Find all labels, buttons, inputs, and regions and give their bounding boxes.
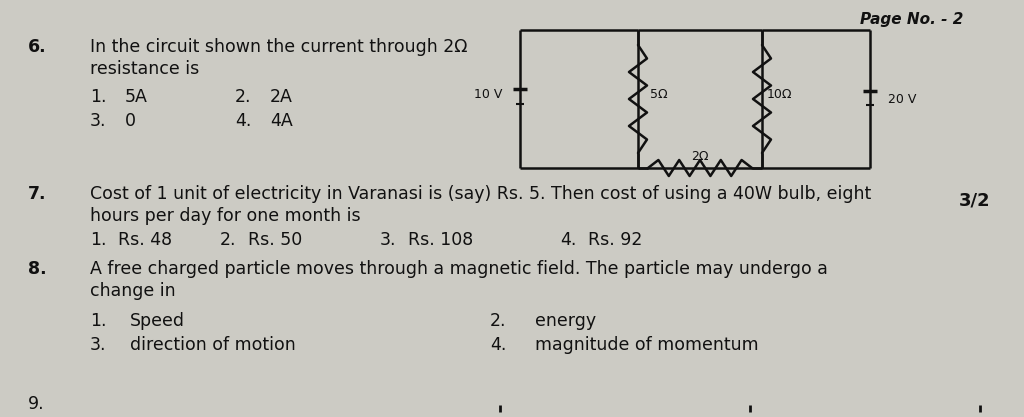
- Text: 4.: 4.: [560, 231, 577, 249]
- Text: magnitude of momentum: magnitude of momentum: [535, 336, 759, 354]
- Text: resistance is: resistance is: [90, 60, 200, 78]
- Text: 10 V: 10 V: [474, 88, 502, 100]
- Text: 1.: 1.: [90, 88, 106, 106]
- Text: 10Ω: 10Ω: [767, 88, 793, 100]
- Text: Rs. 50: Rs. 50: [248, 231, 302, 249]
- Text: 5A: 5A: [125, 88, 147, 106]
- Text: Rs. 92: Rs. 92: [588, 231, 642, 249]
- Text: hours per day for one month is: hours per day for one month is: [90, 207, 360, 225]
- Text: 3/2: 3/2: [958, 191, 990, 209]
- Text: 1.: 1.: [90, 231, 106, 249]
- Text: Speed: Speed: [130, 312, 185, 330]
- Text: 0: 0: [125, 112, 136, 130]
- Text: 6.: 6.: [28, 38, 47, 56]
- Text: energy: energy: [535, 312, 596, 330]
- Text: 8.: 8.: [28, 260, 47, 278]
- Text: 2.: 2.: [234, 88, 252, 106]
- Text: 3.: 3.: [380, 231, 396, 249]
- Text: Page No. - 2: Page No. - 2: [860, 12, 964, 27]
- Text: direction of motion: direction of motion: [130, 336, 296, 354]
- Text: 2Ω: 2Ω: [691, 150, 709, 163]
- Text: In the circuit shown the current through 2Ω: In the circuit shown the current through…: [90, 38, 468, 56]
- Text: Cost of 1 unit of electricity in Varanasi is (say) Rs. 5. Then cost of using a 4: Cost of 1 unit of electricity in Varanas…: [90, 185, 871, 203]
- Text: 7.: 7.: [28, 185, 46, 203]
- Text: 4A: 4A: [270, 112, 293, 130]
- Text: 2.: 2.: [220, 231, 237, 249]
- Text: A free charged particle moves through a magnetic field. The particle may undergo: A free charged particle moves through a …: [90, 260, 827, 278]
- Text: Rs. 48: Rs. 48: [118, 231, 172, 249]
- Text: 1.: 1.: [90, 312, 106, 330]
- Text: 4.: 4.: [490, 336, 507, 354]
- Text: change in: change in: [90, 282, 176, 300]
- Text: 20 V: 20 V: [888, 93, 916, 106]
- Text: 2.: 2.: [490, 312, 507, 330]
- Text: 9.: 9.: [28, 395, 45, 413]
- Text: Rs. 108: Rs. 108: [408, 231, 473, 249]
- Text: 3.: 3.: [90, 336, 106, 354]
- Text: 2A: 2A: [270, 88, 293, 106]
- Text: 3.: 3.: [90, 112, 106, 130]
- Text: 4.: 4.: [234, 112, 251, 130]
- Text: 5Ω: 5Ω: [650, 88, 668, 100]
